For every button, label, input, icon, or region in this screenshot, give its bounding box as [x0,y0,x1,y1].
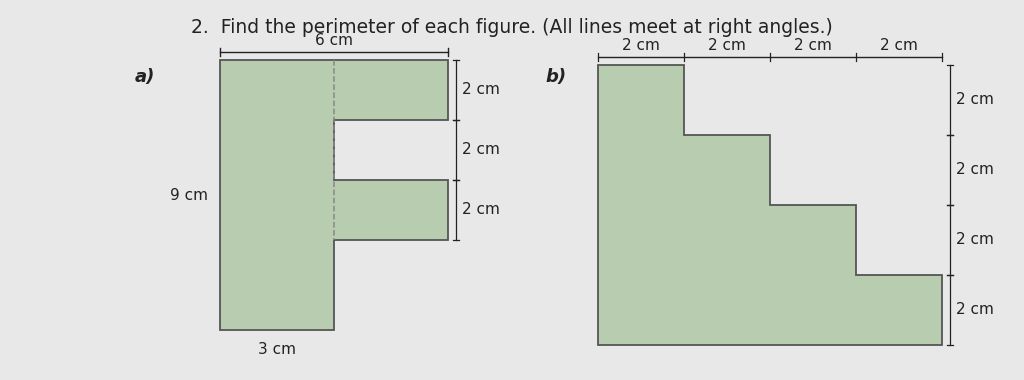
Text: 2 cm: 2 cm [956,163,994,177]
Text: 2 cm: 2 cm [880,38,918,53]
Text: 2 cm: 2 cm [956,302,994,318]
Text: b): b) [545,68,566,86]
Polygon shape [598,65,942,345]
Polygon shape [220,60,449,330]
Text: 6 cm: 6 cm [315,33,353,48]
Text: a): a) [135,68,156,86]
Text: 2.  Find the perimeter of each figure. (All lines meet at right angles.): 2. Find the perimeter of each figure. (A… [191,18,833,37]
Text: 3 cm: 3 cm [258,342,296,357]
Text: 2 cm: 2 cm [794,38,831,53]
Text: 2 cm: 2 cm [462,203,500,217]
Text: 2 cm: 2 cm [462,82,500,98]
Text: 2 cm: 2 cm [622,38,659,53]
Text: 2 cm: 2 cm [956,92,994,108]
Text: 2 cm: 2 cm [462,142,500,157]
Text: 2 cm: 2 cm [956,233,994,247]
Text: 2 cm: 2 cm [708,38,745,53]
Text: 9 cm: 9 cm [170,187,208,203]
